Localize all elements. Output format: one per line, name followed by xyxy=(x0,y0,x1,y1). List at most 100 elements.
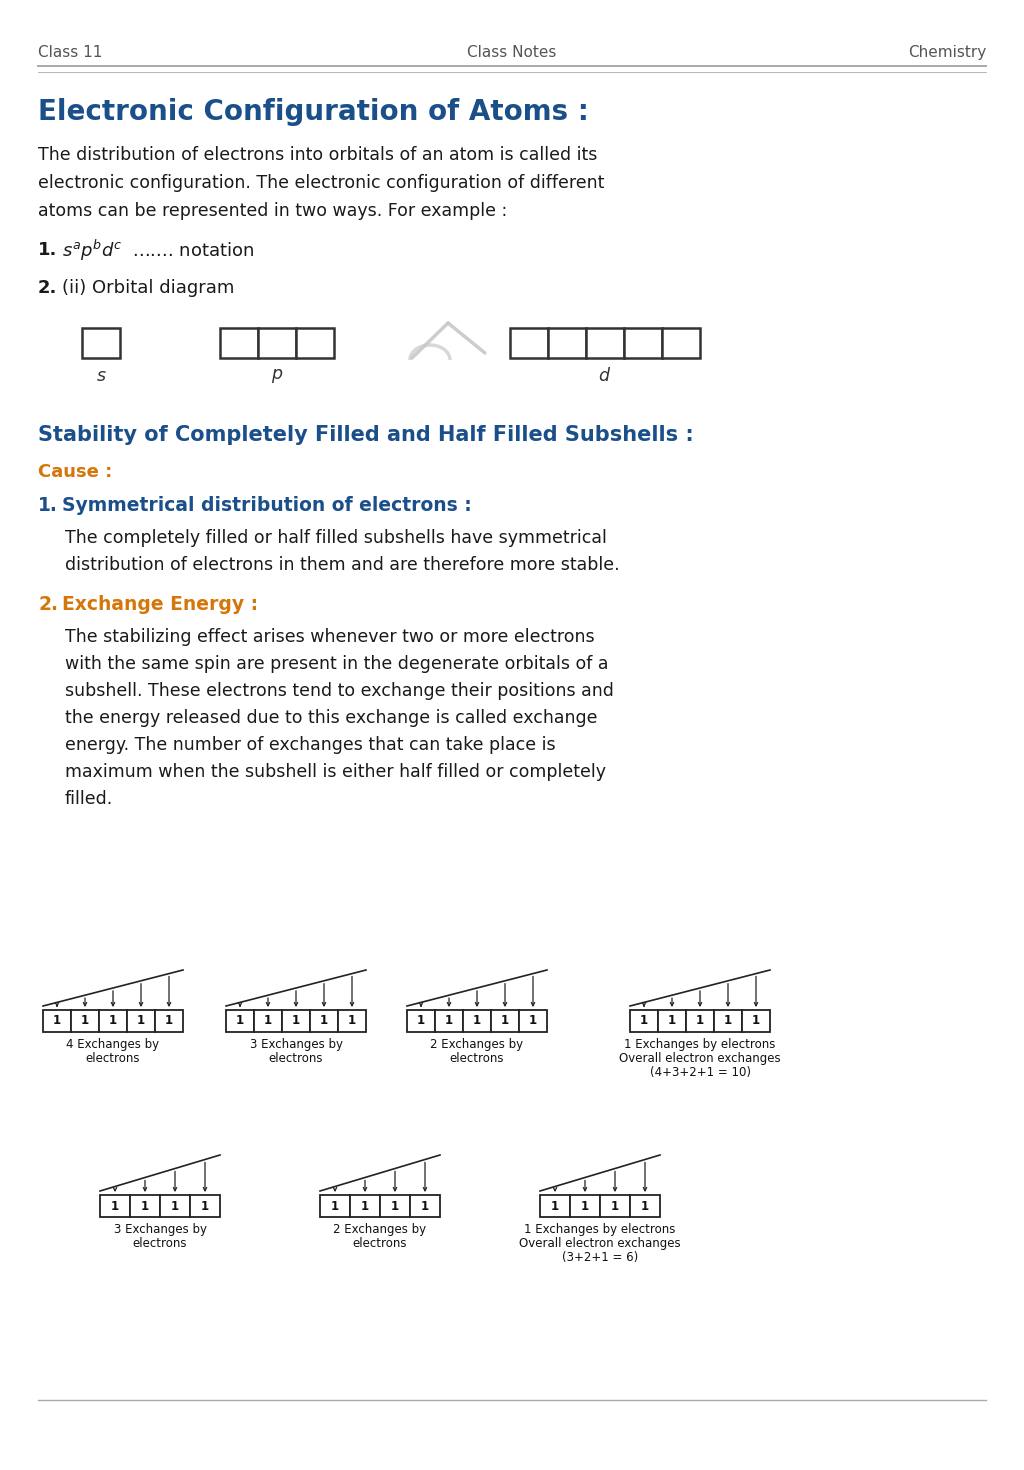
Text: 1: 1 xyxy=(81,1014,89,1028)
Text: 3 Exchanges by: 3 Exchanges by xyxy=(114,1223,207,1236)
Text: energy. The number of exchanges that can take place is: energy. The number of exchanges that can… xyxy=(65,736,556,754)
Text: 1: 1 xyxy=(292,1014,300,1028)
Text: Overall electron exchanges: Overall electron exchanges xyxy=(519,1236,681,1250)
Bar xyxy=(190,1195,220,1217)
Bar xyxy=(338,1010,366,1032)
Text: 1.: 1. xyxy=(38,495,58,514)
Text: 1: 1 xyxy=(668,1014,676,1028)
Text: distribution of electrons in them and are therefore more stable.: distribution of electrons in them and ar… xyxy=(65,556,620,573)
Text: maximum when the subshell is either half filled or completely: maximum when the subshell is either half… xyxy=(65,763,606,781)
Text: The completely filled or half filled subshells have symmetrical: The completely filled or half filled sub… xyxy=(65,529,607,547)
Text: (4+3+2+1 = 10): (4+3+2+1 = 10) xyxy=(649,1066,751,1079)
Text: electrons: electrons xyxy=(133,1236,187,1250)
Text: Electronic Configuration of Atoms :: Electronic Configuration of Atoms : xyxy=(38,98,589,126)
Text: 1: 1 xyxy=(109,1014,117,1028)
Bar xyxy=(310,1010,338,1032)
Bar xyxy=(226,1010,254,1032)
Text: 1: 1 xyxy=(445,1014,453,1028)
Text: subshell. These electrons tend to exchange their positions and: subshell. These electrons tend to exchan… xyxy=(65,682,613,700)
Bar xyxy=(254,1010,282,1032)
Bar xyxy=(586,328,624,359)
Text: electrons: electrons xyxy=(86,1053,140,1064)
Text: Exchange Energy :: Exchange Energy : xyxy=(62,594,258,613)
Bar xyxy=(658,1010,686,1032)
Text: 1: 1 xyxy=(529,1014,537,1028)
Text: 2.: 2. xyxy=(38,594,58,613)
Text: the energy released due to this exchange is called exchange: the energy released due to this exchange… xyxy=(65,709,597,728)
Text: (ii) Orbital diagram: (ii) Orbital diagram xyxy=(62,279,234,297)
Text: 1: 1 xyxy=(752,1014,760,1028)
Text: Class 11: Class 11 xyxy=(38,44,102,59)
Bar xyxy=(630,1195,660,1217)
Text: 1: 1 xyxy=(473,1014,481,1028)
Bar xyxy=(100,1195,130,1217)
Bar xyxy=(99,1010,127,1032)
Bar xyxy=(714,1010,742,1032)
Text: $s$: $s$ xyxy=(95,368,106,385)
Bar xyxy=(160,1195,190,1217)
Text: Overall electron exchanges: Overall electron exchanges xyxy=(620,1053,781,1064)
Text: 1: 1 xyxy=(391,1200,399,1213)
Bar xyxy=(43,1010,71,1032)
Text: 1: 1 xyxy=(141,1200,150,1213)
Text: 1: 1 xyxy=(360,1200,369,1213)
Bar xyxy=(662,328,700,359)
Bar xyxy=(130,1195,160,1217)
Bar xyxy=(155,1010,183,1032)
Text: $d$: $d$ xyxy=(598,368,611,385)
Bar xyxy=(463,1010,490,1032)
Bar xyxy=(319,1195,350,1217)
Bar xyxy=(127,1010,155,1032)
Text: 1 Exchanges by electrons: 1 Exchanges by electrons xyxy=(524,1223,676,1236)
Bar xyxy=(624,328,662,359)
Text: 1: 1 xyxy=(53,1014,61,1028)
Text: 1: 1 xyxy=(417,1014,425,1028)
Text: 1: 1 xyxy=(501,1014,509,1028)
Text: The stabilizing effect arises whenever two or more electrons: The stabilizing effect arises whenever t… xyxy=(65,628,595,645)
Text: 1: 1 xyxy=(201,1200,209,1213)
Bar xyxy=(282,1010,310,1032)
Bar xyxy=(71,1010,99,1032)
Text: Symmetrical distribution of electrons :: Symmetrical distribution of electrons : xyxy=(62,495,472,514)
Text: 1: 1 xyxy=(421,1200,429,1213)
Text: atoms can be represented in two ways. For example :: atoms can be represented in two ways. Fo… xyxy=(38,201,507,220)
Text: Class Notes: Class Notes xyxy=(467,44,557,59)
Text: 4 Exchanges by: 4 Exchanges by xyxy=(67,1038,160,1051)
Text: Cause :: Cause : xyxy=(38,463,113,481)
Text: Chemistry: Chemistry xyxy=(907,44,986,59)
Text: Stability of Completely Filled and Half Filled Subshells :: Stability of Completely Filled and Half … xyxy=(38,425,693,445)
Text: The distribution of electrons into orbitals of an atom is called its: The distribution of electrons into orbit… xyxy=(38,146,597,165)
Text: 1: 1 xyxy=(111,1200,119,1213)
Bar xyxy=(380,1195,410,1217)
Text: 1: 1 xyxy=(331,1200,339,1213)
Text: electrons: electrons xyxy=(268,1053,324,1064)
Text: 1: 1 xyxy=(137,1014,145,1028)
Text: electrons: electrons xyxy=(352,1236,408,1250)
Text: 1: 1 xyxy=(724,1014,732,1028)
Text: 1.: 1. xyxy=(38,241,57,259)
Bar xyxy=(82,328,120,359)
Bar xyxy=(519,1010,547,1032)
Text: 1: 1 xyxy=(640,1014,648,1028)
Text: with the same spin are present in the degenerate orbitals of a: with the same spin are present in the de… xyxy=(65,656,608,673)
Text: 1: 1 xyxy=(641,1200,649,1213)
Text: 1: 1 xyxy=(264,1014,272,1028)
Text: 1: 1 xyxy=(236,1014,244,1028)
Text: $p$: $p$ xyxy=(271,368,284,385)
Text: 1 Exchanges by electrons: 1 Exchanges by electrons xyxy=(625,1038,776,1051)
Text: 1: 1 xyxy=(696,1014,705,1028)
Text: 1: 1 xyxy=(611,1200,620,1213)
Bar xyxy=(407,1010,435,1032)
Text: electrons: electrons xyxy=(450,1053,504,1064)
Bar xyxy=(540,1195,570,1217)
Text: 2 Exchanges by: 2 Exchanges by xyxy=(334,1223,427,1236)
Text: 1: 1 xyxy=(348,1014,356,1028)
Bar xyxy=(220,328,258,359)
Text: filled.: filled. xyxy=(65,789,114,809)
Text: 1: 1 xyxy=(581,1200,589,1213)
Text: 1: 1 xyxy=(551,1200,559,1213)
Text: $\mathit{s}^a\mathit{p}^b\mathit{d}^c$  ....... notation: $\mathit{s}^a\mathit{p}^b\mathit{d}^c$ .… xyxy=(62,237,254,263)
Bar xyxy=(742,1010,770,1032)
Bar xyxy=(630,1010,658,1032)
Text: 2 Exchanges by: 2 Exchanges by xyxy=(430,1038,523,1051)
